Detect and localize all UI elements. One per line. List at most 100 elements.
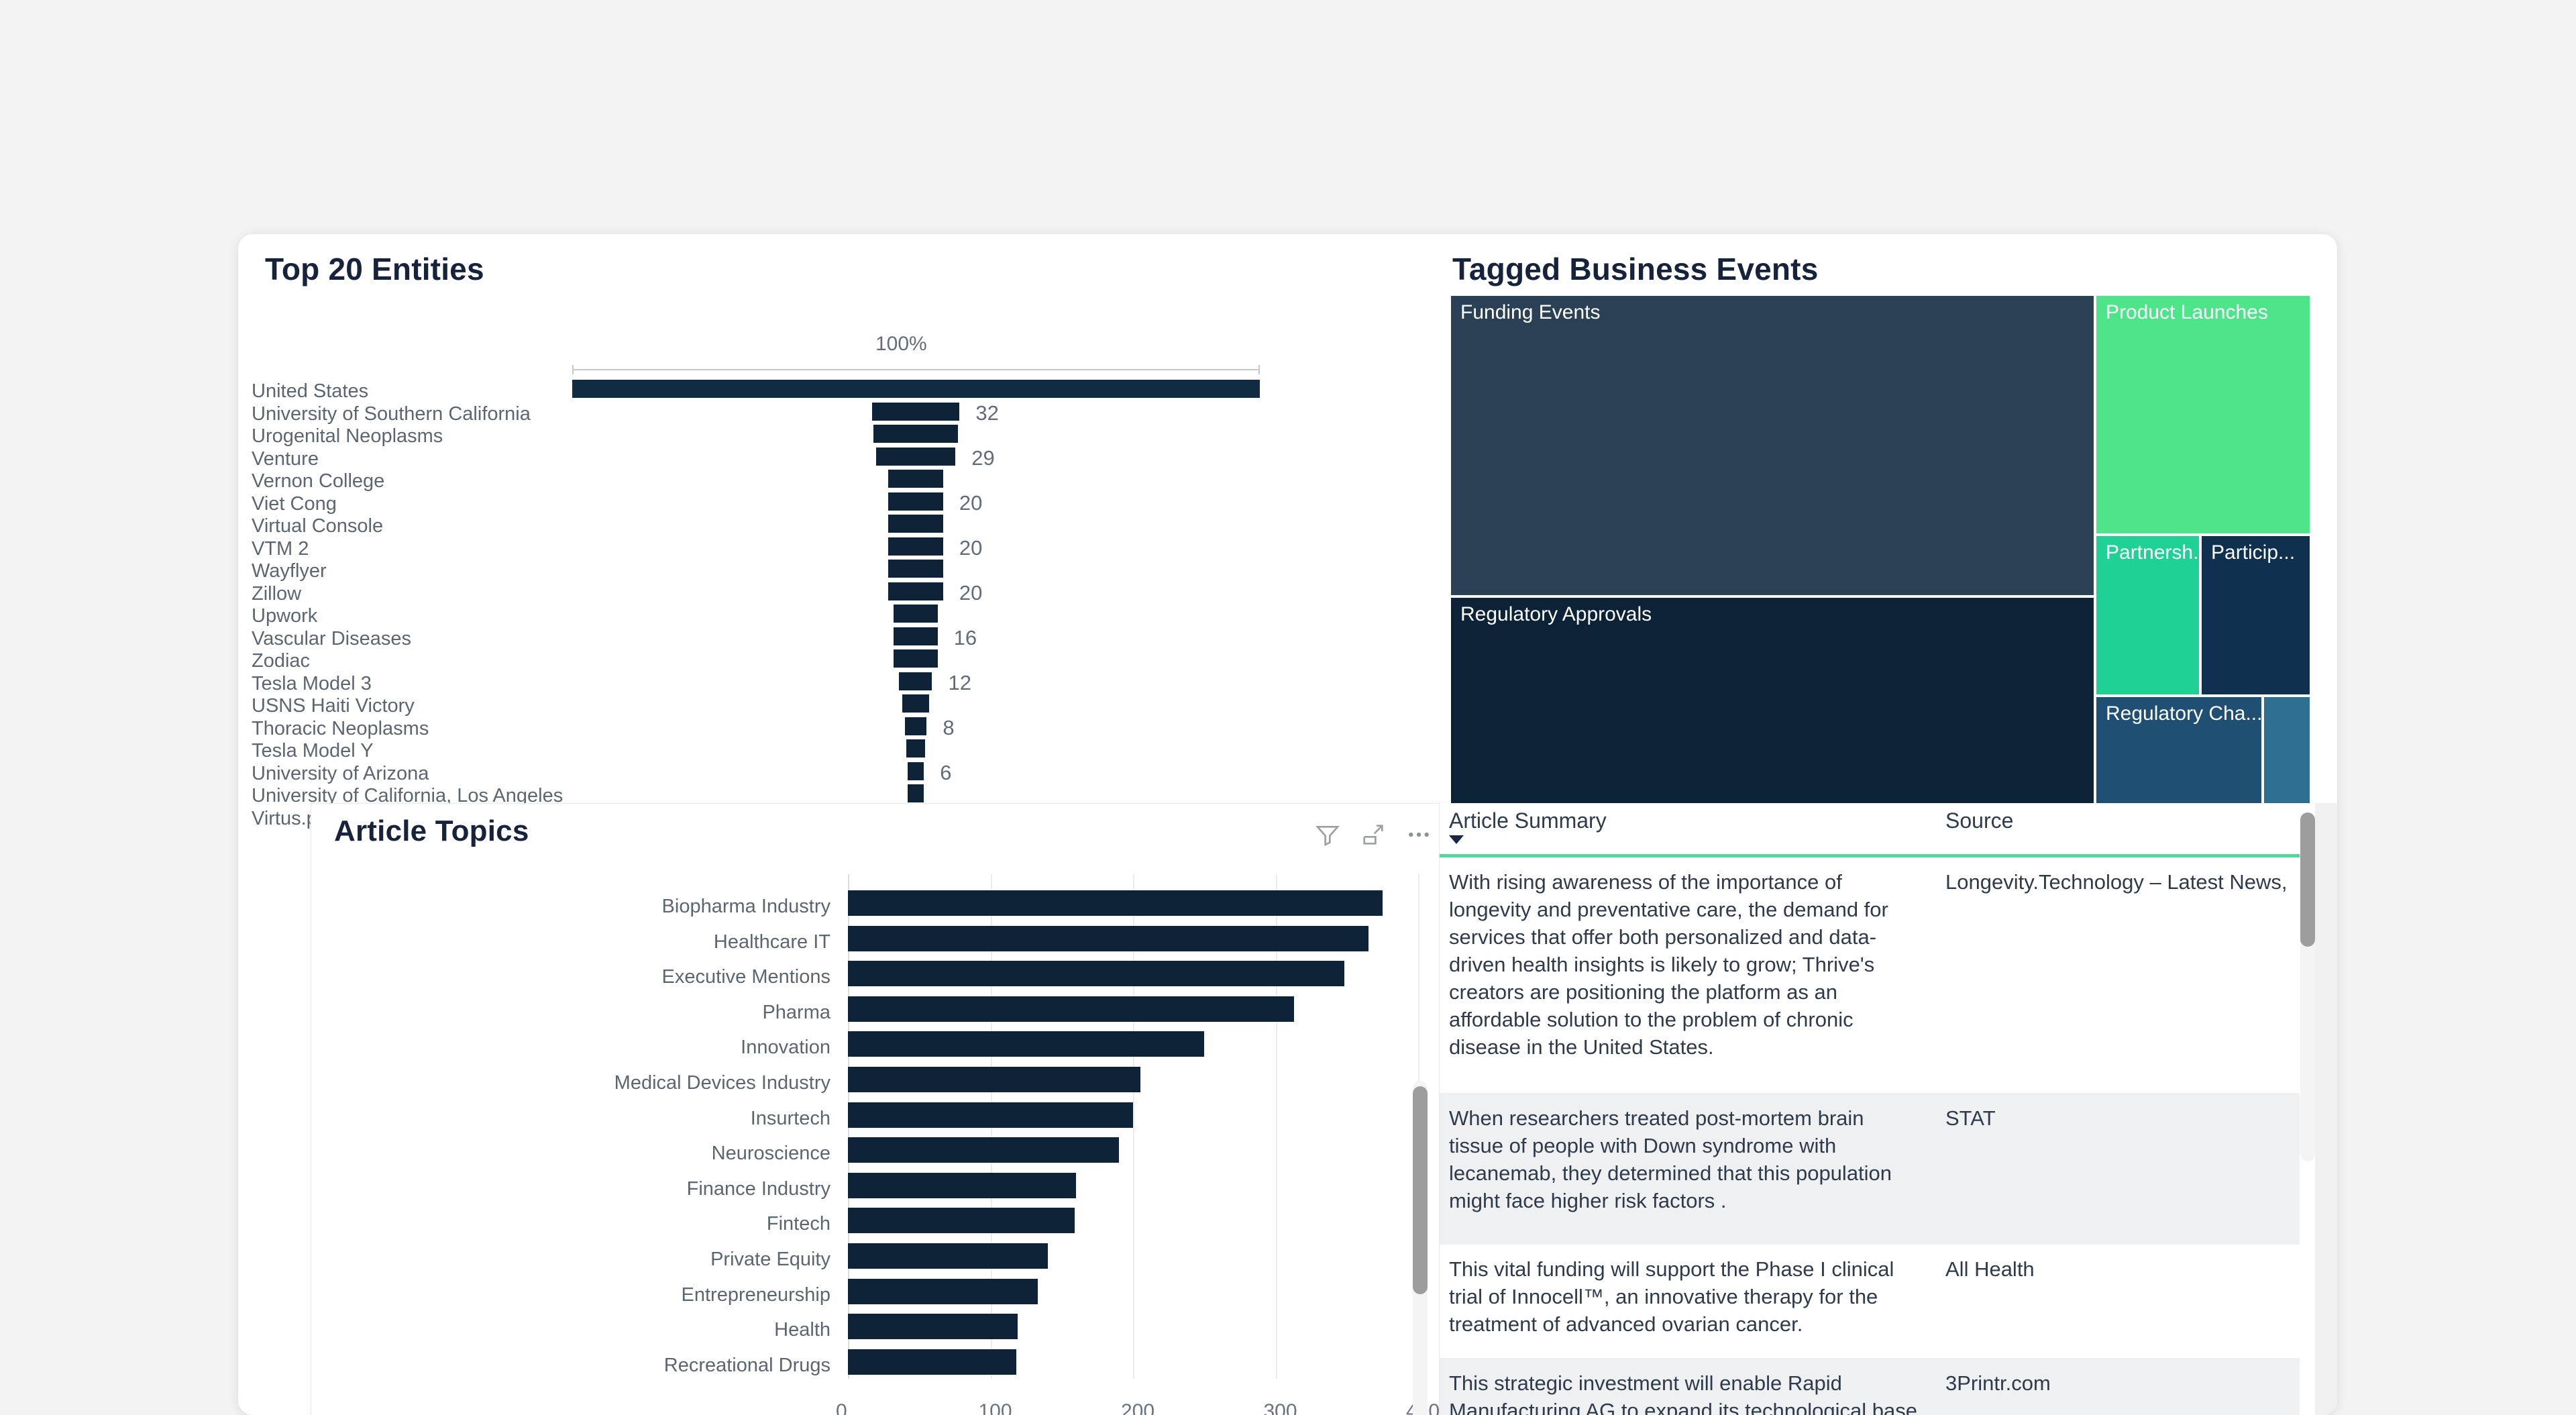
funnel-bar[interactable] (906, 739, 926, 757)
topic-bar[interactable] (848, 1278, 1038, 1304)
treemap-cell[interactable]: Partnersh... (2095, 535, 2200, 696)
entity-label[interactable]: VTM 2 (252, 537, 309, 560)
cell-article-summary: This vital funding will support the Phas… (1449, 1257, 1894, 1336)
entity-label[interactable]: Tesla Model 3 (252, 672, 372, 694)
funnel-value-label: 16 (953, 625, 977, 649)
topic-bar[interactable] (848, 925, 1368, 951)
treemap-cell-label: Partnersh... (2106, 541, 2200, 564)
article-table-scrollbar[interactable] (2300, 813, 2315, 1161)
funnel-bar[interactable] (894, 627, 938, 645)
scrollbar-thumb[interactable] (2300, 813, 2315, 947)
topic-bar[interactable] (848, 1067, 1140, 1092)
entity-label[interactable]: Zodiac (252, 650, 311, 672)
topic-bar[interactable] (848, 1137, 1119, 1163)
topic-category-label[interactable]: Executive Mentions (661, 966, 830, 988)
column-header-source[interactable]: Source (1945, 808, 2014, 833)
topic-category-label[interactable]: Biopharma Industry (661, 896, 830, 917)
entity-label[interactable]: Upwork (252, 605, 318, 627)
entity-label[interactable]: Virtual Console (252, 515, 384, 537)
entity-label[interactable]: University of Southern California (252, 403, 531, 425)
topic-bar[interactable] (848, 1031, 1205, 1057)
funnel-bar[interactable] (888, 470, 943, 488)
topic-bar[interactable] (848, 1243, 1048, 1269)
funnel-bar[interactable] (904, 717, 927, 735)
treemap-cell[interactable]: Regulatory Cha... (2095, 696, 2263, 811)
entity-label[interactable]: Wayflyer (252, 560, 327, 582)
entity-label[interactable]: Thoracic Neoplasms (252, 717, 429, 739)
entity-label[interactable]: Venture (252, 448, 319, 470)
entities-funnel-chart[interactable]: 100% United States University of Southern … (238, 298, 1439, 868)
funnel-bar[interactable] (871, 402, 960, 421)
focus-mode-icon[interactable] (1360, 821, 1387, 848)
topic-category-label[interactable]: Recreational Drugs (663, 1354, 830, 1376)
topic-category-label[interactable]: Fintech (766, 1213, 830, 1235)
funnel-bar[interactable] (907, 762, 924, 780)
topic-category-label[interactable]: Entrepreneurship (681, 1283, 830, 1306)
funnel-bar[interactable] (899, 672, 932, 690)
table-row[interactable]: This strategic investment will enable Ra… (1440, 1359, 2300, 1415)
treemap-cell[interactable]: Product Launches (2095, 295, 2311, 535)
cell-article-summary: When researchers treated post-mortem bra… (1449, 1106, 1892, 1212)
treemap-cell-label: Particip... (2211, 541, 2296, 564)
business-events-treemap[interactable]: Funding Events Regulatory Approvals Produc… (1450, 295, 2311, 811)
topic-category-label[interactable]: Private Equity (710, 1249, 830, 1270)
funnel-bar[interactable] (902, 694, 930, 713)
funnel-bar[interactable] (875, 447, 956, 466)
topic-category-label[interactable]: Finance Industry (686, 1177, 830, 1200)
treemap-cell[interactable]: Particip... (2200, 535, 2311, 696)
funnel-bar[interactable] (888, 560, 943, 578)
table-row[interactable]: This vital funding will support the Phas… (1440, 1245, 2300, 1359)
funnel-bar[interactable] (888, 492, 943, 511)
funnel-value-label: 29 (971, 446, 995, 470)
topic-bar[interactable] (848, 1172, 1076, 1198)
top-entities-panel: Top 20 Entities 100% United States Univers… (238, 234, 1439, 868)
entity-label[interactable]: University of Arizona (252, 762, 429, 784)
funnel-bar[interactable] (888, 582, 943, 600)
entity-label[interactable]: United States (252, 380, 369, 402)
topic-category-label[interactable]: Pharma (762, 1001, 830, 1023)
scrollbar-thumb[interactable] (1413, 1086, 1428, 1294)
entity-label[interactable]: Zillow (252, 582, 302, 605)
filter-funnel-icon[interactable] (1314, 821, 1341, 848)
funnel-bar[interactable] (888, 537, 943, 556)
article-topics-chart[interactable]: Biopharma Industry Healthcare IT Executive… (311, 874, 1447, 1415)
funnel-bar[interactable] (873, 425, 959, 443)
table-row[interactable]: With rising awareness of the importance … (1440, 857, 2300, 1094)
article-topics-panel: Article Topics Biopharma Industry Healthc… (311, 803, 1447, 1415)
more-options-icon[interactable] (1405, 821, 1432, 848)
column-header-article-summary[interactable]: Article Summary (1449, 808, 1607, 833)
entity-label[interactable]: Vernon College (252, 470, 385, 492)
article-topics-scrollbar[interactable] (1413, 1081, 1428, 1415)
topic-category-label[interactable]: Neuroscience (711, 1143, 830, 1165)
table-row[interactable]: When researchers treated post-mortem bra… (1440, 1094, 2300, 1245)
entity-label[interactable]: Viet Cong (252, 492, 337, 515)
funnel-bar[interactable] (894, 605, 938, 623)
topic-category-label[interactable]: Healthcare IT (713, 931, 830, 953)
topic-bar[interactable] (848, 1349, 1016, 1375)
topic-bar[interactable] (848, 890, 1383, 916)
treemap-cell[interactable]: Funding Events (1450, 295, 2095, 596)
entity-label[interactable]: University of California, Los Angeles (252, 785, 564, 806)
topic-bar[interactable] (848, 1102, 1133, 1128)
topic-category-label[interactable]: Insurtech (750, 1107, 830, 1129)
funnel-bar[interactable] (888, 515, 943, 533)
topic-bar[interactable] (848, 1208, 1075, 1234)
cell-article-summary: With rising awareness of the importance … (1449, 870, 1888, 1059)
topic-bar[interactable] (848, 1314, 1018, 1340)
funnel-bar[interactable] (894, 649, 938, 668)
funnel-value-label: 20 (959, 490, 983, 515)
treemap-cell[interactable]: Regulatory Approvals (1450, 596, 2095, 811)
entity-label[interactable]: USNS Haiti Victory (252, 695, 415, 717)
treemap-cell[interactable] (2263, 696, 2311, 811)
topic-category-label[interactable]: Health (774, 1319, 830, 1341)
topic-category-label[interactable]: Medical Devices Industry (614, 1072, 830, 1094)
entity-label[interactable]: Urogenital Neoplasms (252, 425, 443, 447)
funnel-bar[interactable] (572, 380, 1260, 398)
topic-category-label[interactable]: Innovation (741, 1037, 830, 1059)
funnel-value-label: 32 (975, 401, 999, 425)
entity-label[interactable]: Tesla Model Y (252, 740, 374, 762)
topic-bar[interactable] (848, 996, 1295, 1022)
funnel-bar[interactable] (907, 784, 924, 802)
entity-label[interactable]: Vascular Diseases (252, 627, 412, 649)
topic-bar[interactable] (848, 961, 1344, 987)
